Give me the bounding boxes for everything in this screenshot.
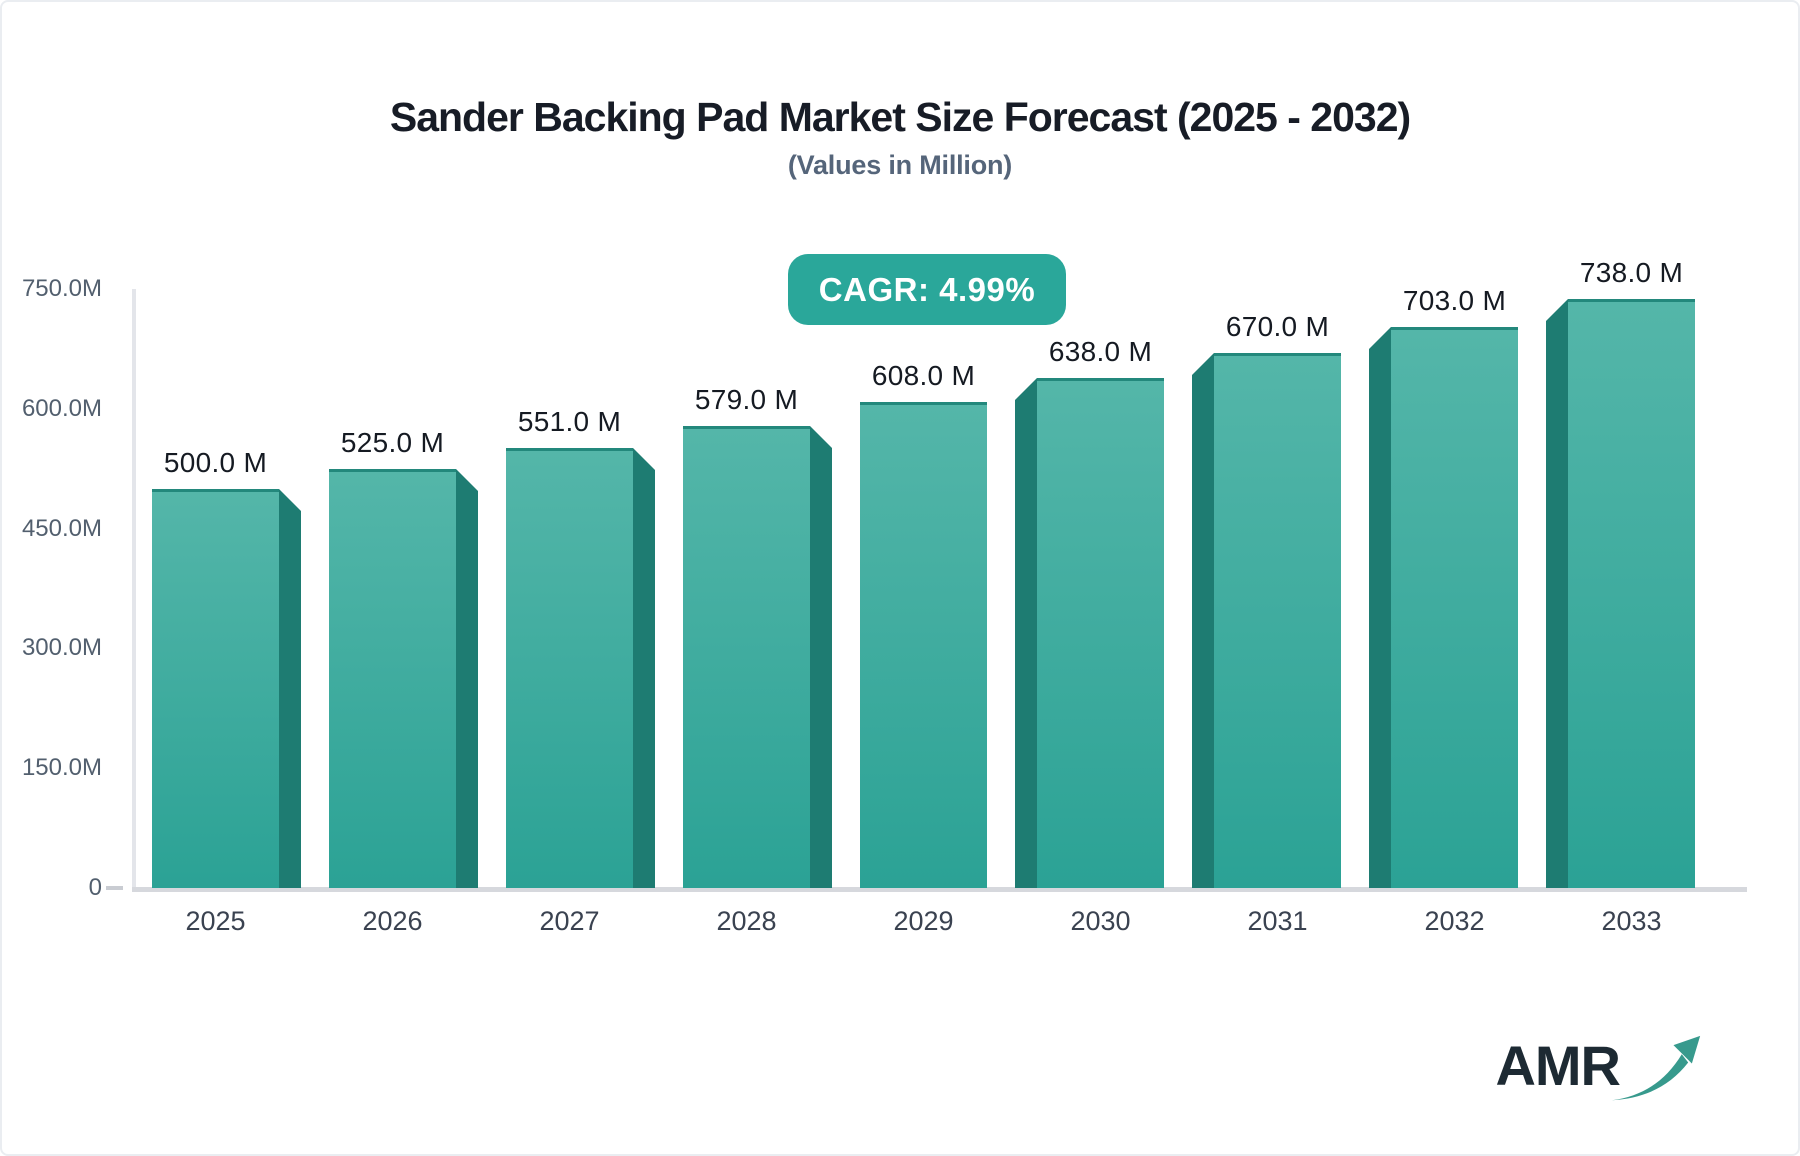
y-axis-tick-label: 750.0M: [21, 275, 102, 302]
bar-2029: [860, 402, 987, 888]
bar-value-label: 670.0 M: [1225, 311, 1330, 342]
x-axis-tick-label: 2028: [716, 906, 777, 936]
bar-3d-side: [279, 489, 301, 888]
y-axis-tick-label: 300.0M: [21, 634, 102, 662]
bar-2026: [329, 469, 456, 888]
x-axis-tick-label: 2031: [1247, 906, 1308, 936]
bar-value-label: 608.0 M: [871, 360, 976, 391]
x-axis-baseline: [132, 887, 1747, 892]
growth-arrow-icon: [1611, 1035, 1701, 1101]
amr-logo-text: AMR: [1495, 1034, 1621, 1097]
y-axis-tick-label: 150.0M: [21, 754, 102, 782]
bar-2028: [683, 426, 810, 888]
bar-2030: [1037, 378, 1164, 888]
bar-2032: [1391, 327, 1518, 888]
bar-value-label: 525.0 M: [340, 427, 445, 458]
x-axis-tick-label: 2025: [185, 906, 246, 936]
x-axis-tick-label: 2032: [1424, 906, 1485, 936]
amr-logo: AMR: [1495, 1034, 1702, 1104]
bar-3d-side: [1015, 378, 1037, 888]
bar-2033: [1568, 299, 1695, 888]
bar-3d-side: [633, 448, 655, 888]
bar-2031: [1214, 353, 1341, 888]
bar-value-label: 579.0 M: [694, 384, 799, 415]
x-axis-tick-label: 2030: [1070, 906, 1131, 936]
y-axis-tick-label: 450.0M: [21, 514, 102, 542]
y-axis-tick-label: 0: [88, 874, 102, 901]
y-axis-line: [132, 289, 136, 888]
cagr-badge: CAGR: 4.99%: [788, 254, 1066, 325]
bar-value-label: 703.0 M: [1402, 285, 1507, 316]
bar-3d-side: [1192, 353, 1214, 888]
bar-3d-side: [810, 426, 832, 888]
bar-3d-side: [1546, 299, 1568, 888]
chart-subtitle: (Values in Million): [787, 150, 1013, 180]
bar-3d-side: [1369, 327, 1391, 888]
bar-2027: [506, 448, 633, 888]
x-axis-tick-label: 2026: [362, 906, 423, 936]
x-axis-tick-label: 2029: [893, 906, 954, 936]
bar-2025: [152, 489, 279, 888]
cagr-badge-label: CAGR: 4.99%: [818, 270, 1036, 308]
bar-value-label: 551.0 M: [517, 406, 622, 437]
bar-value-label: 738.0 M: [1579, 257, 1684, 288]
y-axis-tick-label: 600.0M: [21, 394, 102, 422]
chart-title: Sander Backing Pad Market Size Forecast …: [389, 94, 1411, 140]
bar-value-label: 500.0 M: [163, 447, 268, 478]
bar-value-label: 638.0 M: [1048, 336, 1153, 367]
zero-tick-mark: [106, 886, 123, 890]
x-axis-tick-label: 2033: [1601, 906, 1662, 936]
x-axis-tick-label: 2027: [539, 906, 600, 936]
bar-3d-side: [456, 469, 478, 888]
